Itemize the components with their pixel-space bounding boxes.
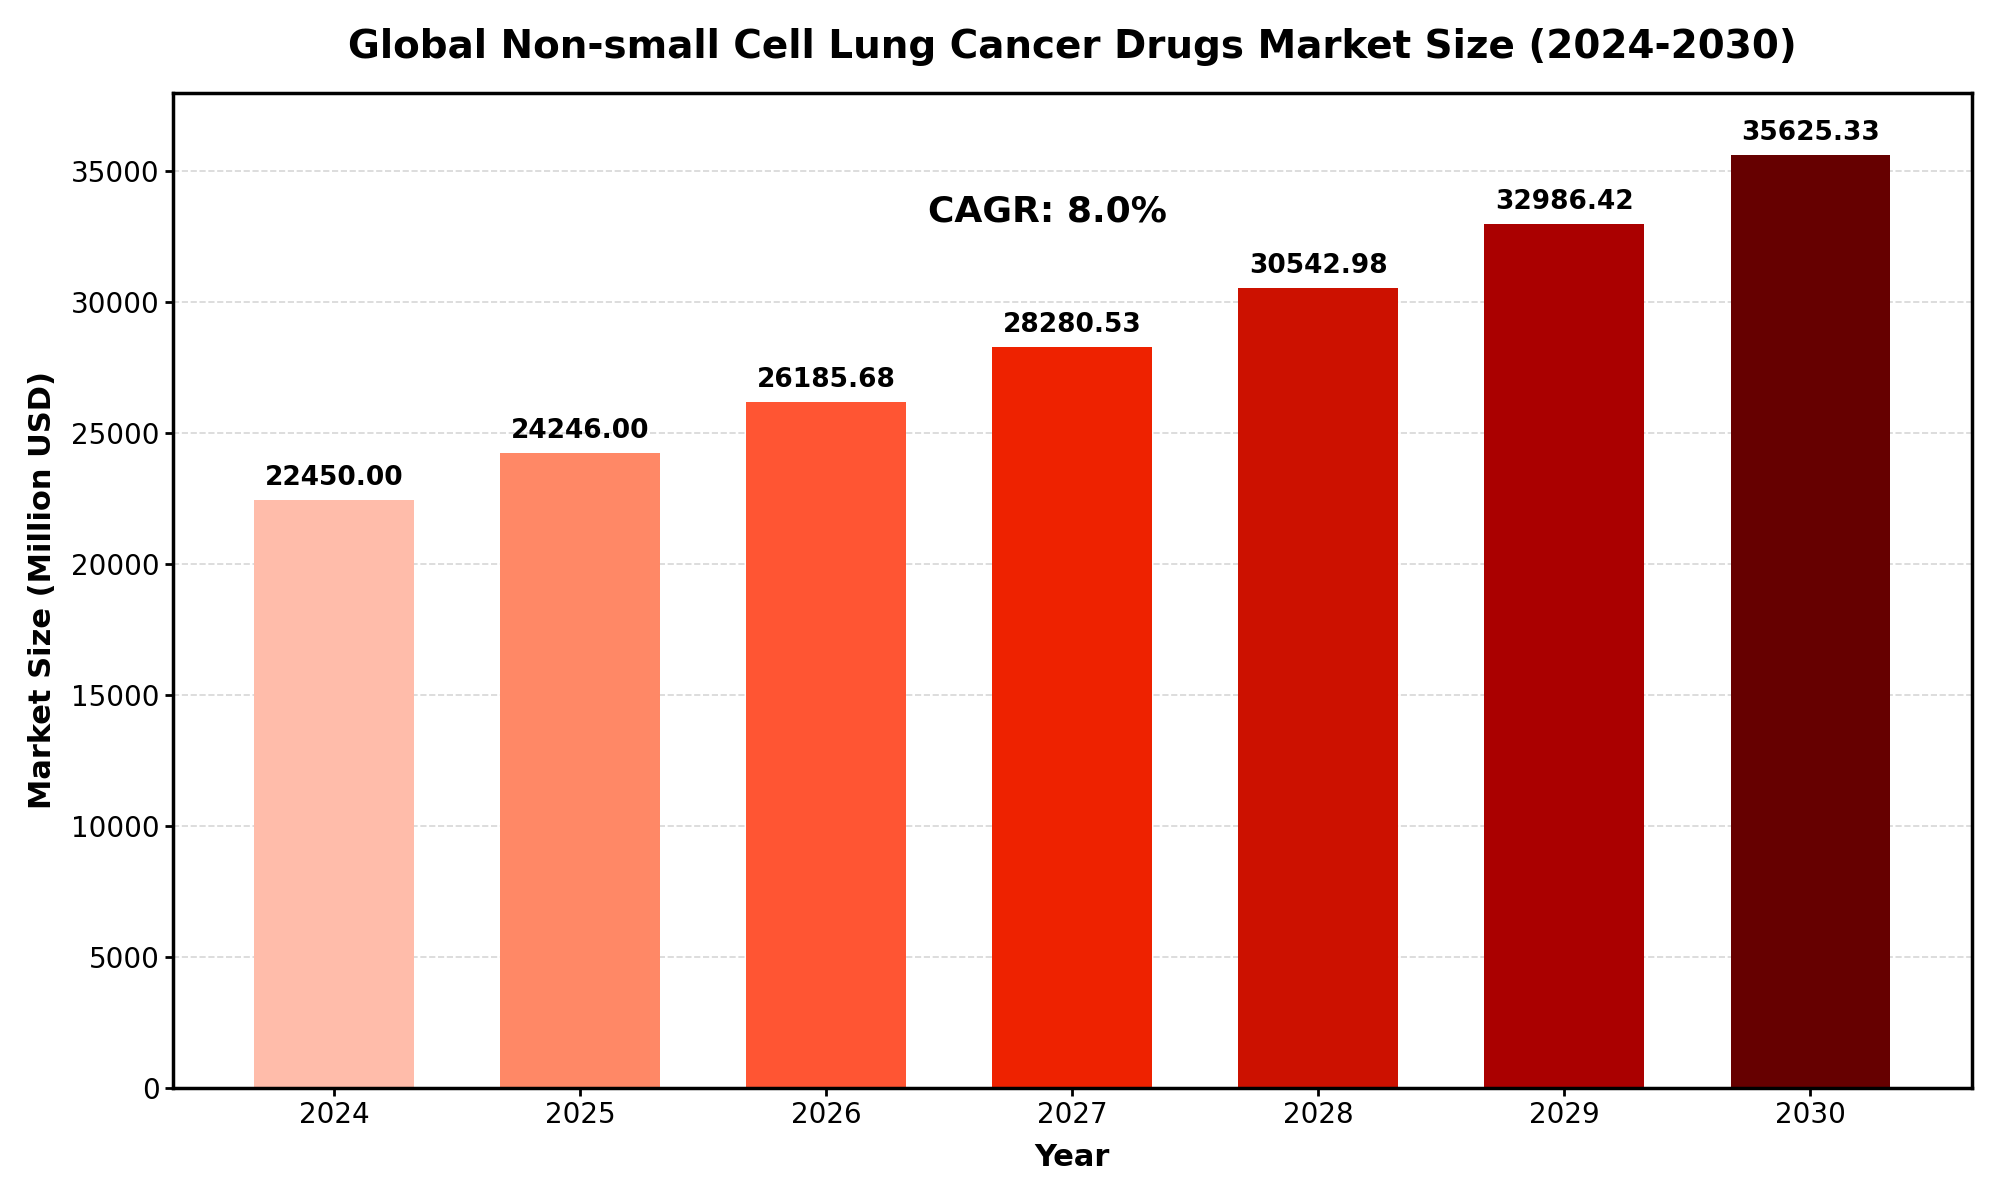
Text: 28280.53: 28280.53 <box>1004 312 1142 338</box>
Title: Global Non-small Cell Lung Cancer Drugs Market Size (2024-2030): Global Non-small Cell Lung Cancer Drugs … <box>348 28 1796 66</box>
X-axis label: Year: Year <box>1034 1144 1110 1172</box>
Bar <box>992 347 1152 1088</box>
Y-axis label: Market Size (Million USD): Market Size (Million USD) <box>28 371 56 809</box>
Bar <box>1484 224 1644 1088</box>
Bar <box>1730 155 1890 1088</box>
Bar <box>500 452 660 1088</box>
Bar <box>746 402 906 1088</box>
Text: 32986.42: 32986.42 <box>1496 188 1634 215</box>
Bar <box>1238 288 1398 1088</box>
Bar <box>254 500 414 1088</box>
Text: 22450.00: 22450.00 <box>266 464 404 491</box>
Text: 30542.98: 30542.98 <box>1250 253 1388 278</box>
Text: CAGR: 8.0%: CAGR: 8.0% <box>928 194 1168 229</box>
Text: 24246.00: 24246.00 <box>512 418 650 444</box>
Text: 35625.33: 35625.33 <box>1742 120 1880 145</box>
Text: 26185.68: 26185.68 <box>756 367 896 392</box>
